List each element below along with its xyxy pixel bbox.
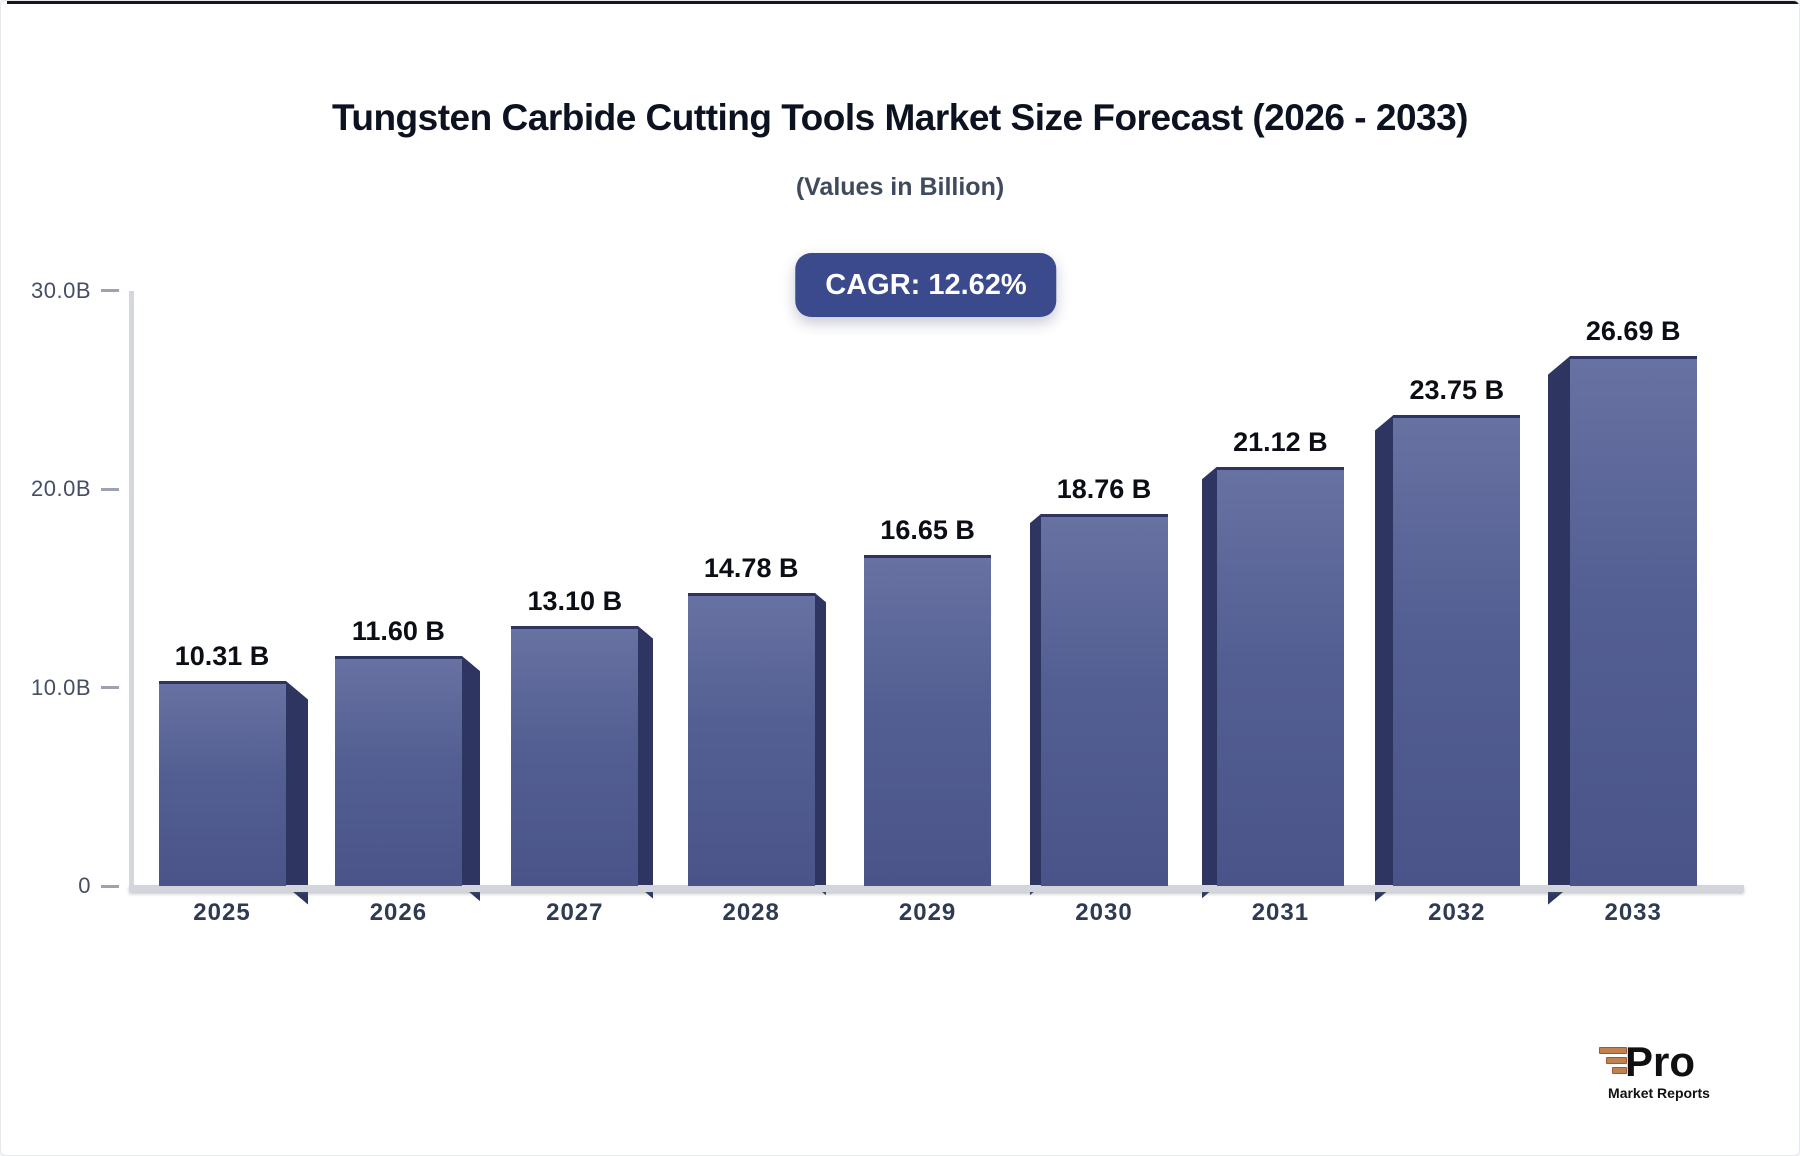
bar-side-face [461,655,481,902]
bar-value-label: 13.10 B [527,585,623,616]
y-axis-tick [101,487,119,491]
bar-value-label: 16.65 B [880,515,975,546]
bar-value-label: 21.12 B [1233,426,1328,457]
logo-name: Pro [1625,1038,1696,1085]
chart-subtitle: (Values in Billion) [795,173,1005,201]
bar-side-face [1029,513,1041,896]
bar-2030[interactable] [1040,513,1168,886]
y-axis-tick-label: 20.0B [31,476,91,501]
y-axis-tick-label: 30.0B [31,277,91,303]
y-axis-tick [101,289,119,292]
bar-side-face [1374,414,1394,902]
logo-bars-icon [1599,1044,1627,1074]
bar-2027[interactable] [511,625,639,886]
x-axis-label-2033: 2033 [1604,899,1662,926]
bar-value-label: 23.75 B [1409,374,1505,405]
x-axis-label-2027: 2027 [546,899,604,926]
y-axis-tick [101,686,119,689]
y-axis-line [129,291,134,891]
cagr-badge: CAGR: 12.62% [795,253,1057,317]
bar-side-face [1202,466,1217,899]
y-axis-tick-label: 0 [78,873,91,898]
bar-2025[interactable] [158,681,286,886]
bar-2032[interactable] [1393,414,1521,886]
x-axis-label-2029: 2029 [898,899,957,926]
x-axis-label-2028: 2028 [722,899,780,926]
bar-2029[interactable] [864,555,992,886]
x-axis-label-2030: 2030 [1075,899,1133,926]
bar-value-label: 11.60 B [351,615,445,646]
page-top-border [7,1,1799,4]
bar-side-face [285,681,308,905]
pro-market-reports-logo: Pro Market Reports [1599,1041,1719,1101]
logo-tagline: Market Reports [1608,1085,1710,1101]
y-axis-tick-label: 10.0B [31,674,91,700]
bar-value-label: 14.78 B [703,552,799,583]
bar-side-face [1547,356,1570,905]
bar-side-face [638,625,653,899]
x-axis-baseline [129,885,1744,892]
x-axis-label-2031: 2031 [1251,899,1310,926]
bar-value-label: 26.69 B [1585,316,1681,347]
x-axis-label-2026: 2026 [369,899,428,926]
bar-2028[interactable] [687,592,815,886]
x-axis-label-2032: 2032 [1428,899,1486,926]
chart-title: Tungsten Carbide Cutting Tools Market Si… [332,97,1469,138]
bar-2031[interactable] [1216,466,1344,886]
bar-value-label: 10.31 B [174,641,270,672]
bar-2033[interactable] [1569,356,1697,886]
bar-2026[interactable] [334,655,462,886]
bar-side-face [814,592,826,896]
x-axis-label-2025: 2025 [193,899,251,926]
y-axis-tick [101,884,119,888]
bar-value-label: 18.76 B [1056,473,1152,504]
